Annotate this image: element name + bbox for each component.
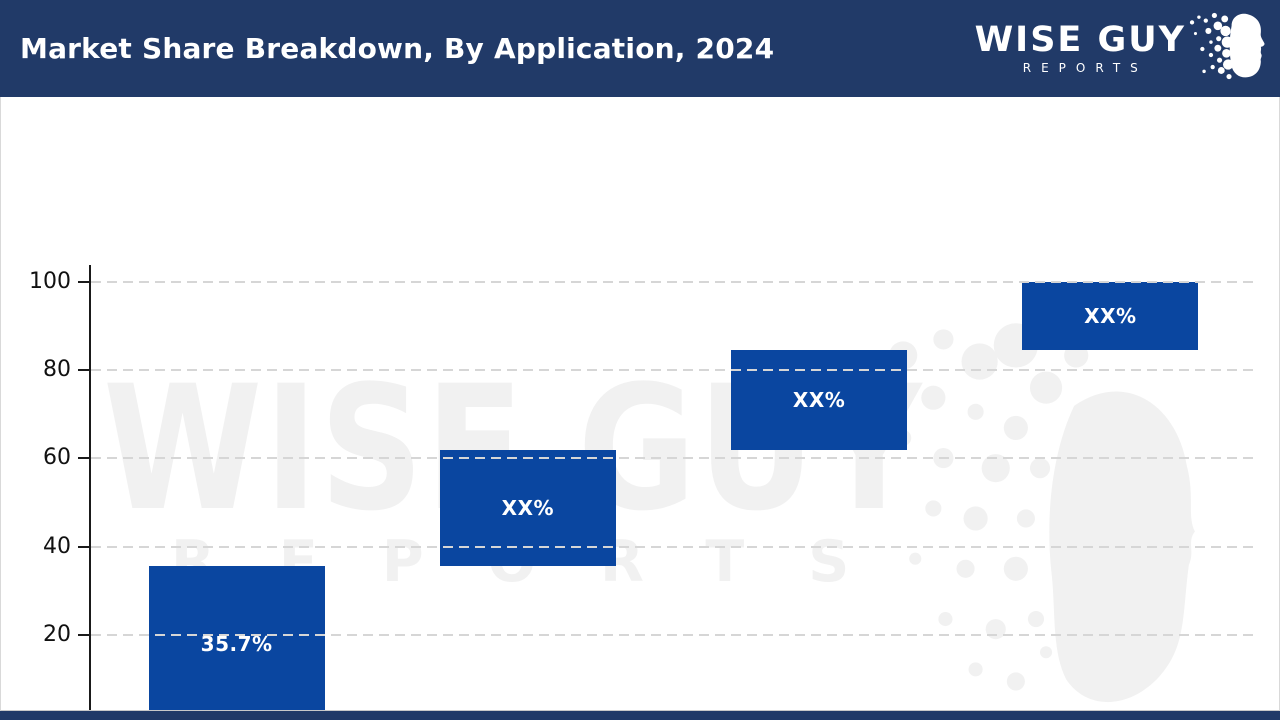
bar-value-label-hydraulic-systems: 35.7%	[200, 632, 273, 657]
y-gridline-40	[91, 545, 1254, 548]
logo-wordmark-line2: REPORTS	[1022, 61, 1148, 75]
y-gridline-80	[91, 369, 1254, 372]
y-tick-mark-60	[78, 457, 89, 460]
y-tick-label-20: 20	[43, 621, 71, 647]
bar-value-label-chemical-processing: XX%	[501, 495, 555, 520]
y-gridline-20	[91, 633, 1254, 636]
bar-value-label-food-and-beverage-processing: XX%	[792, 387, 846, 412]
y-tick-label-100: 100	[29, 269, 71, 294]
wise-guy-logo: WISE GUY REPORTS	[975, 10, 1266, 88]
y-tick-label-40: 40	[43, 533, 71, 559]
logo-wordmark: WISE GUY REPORTS	[975, 22, 1186, 75]
y-tick-label-80: 80	[43, 357, 71, 383]
footer-bar	[0, 711, 1280, 720]
y-gridline-100	[91, 281, 1254, 283]
y-tick-label-60: 60	[43, 445, 71, 471]
logo-wordmark-line1: WISE GUY	[974, 20, 1186, 60]
y-tick-mark-40	[78, 545, 89, 548]
y-tick-mark-20	[78, 633, 89, 636]
y-tick-mark-80	[78, 369, 89, 372]
header-bar: Market Share Breakdown, By Application, …	[0, 0, 1280, 97]
y-gridline-60	[91, 457, 1254, 460]
bar-chemical-processing: XX%	[439, 449, 616, 566]
bar-food-and-beverage-processing: XX%	[731, 350, 908, 450]
page-title: Market Share Breakdown, By Application, …	[20, 32, 775, 65]
bar-hydraulic-systems: 35.7%	[148, 565, 325, 710]
plot-area: 02040608010035.7%Hydraulic SystemsXX%Che…	[29, 265, 1254, 710]
y-tick-mark-100	[78, 281, 89, 283]
bar-value-label-water-and-wastewater-treatment: XX%	[1084, 304, 1137, 329]
bar-water-and-wastewater-treatment: XX%	[1022, 282, 1199, 351]
chart-region: WISE GUY REPORTS 02040608010035.7%Hydrau…	[0, 97, 1280, 711]
wiseguy-head-icon	[1189, 12, 1265, 79]
